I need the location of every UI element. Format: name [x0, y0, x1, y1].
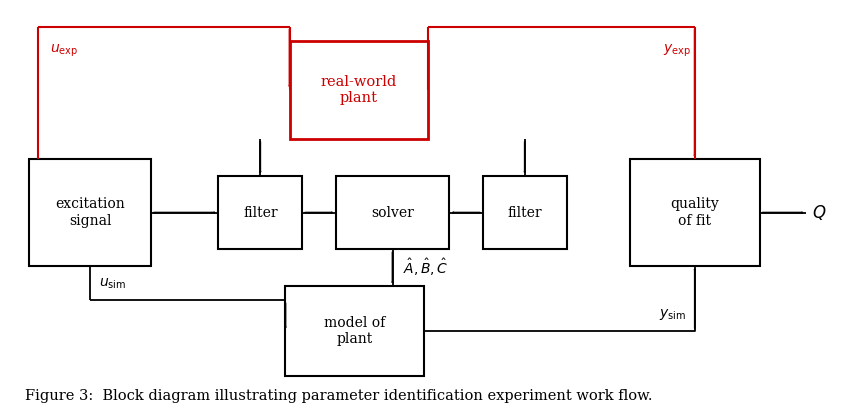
Text: $Q$: $Q$ — [812, 203, 826, 222]
Text: $u_{\mathrm{exp}}$: $u_{\mathrm{exp}}$ — [50, 43, 79, 59]
Text: real-world
plant: real-world plant — [321, 75, 397, 105]
Text: $y_{\mathrm{exp}}$: $y_{\mathrm{exp}}$ — [662, 43, 690, 59]
Text: $\hat{A}, \hat{B}, \hat{C}$: $\hat{A}, \hat{B}, \hat{C}$ — [403, 257, 449, 279]
Text: $y_{\mathrm{sim}}$: $y_{\mathrm{sim}}$ — [660, 307, 686, 322]
Text: model of
plant: model of plant — [324, 316, 385, 346]
Text: filter: filter — [243, 206, 277, 220]
FancyBboxPatch shape — [483, 176, 566, 249]
FancyBboxPatch shape — [630, 159, 760, 266]
FancyBboxPatch shape — [286, 286, 424, 376]
FancyBboxPatch shape — [336, 176, 449, 249]
FancyBboxPatch shape — [290, 41, 428, 139]
Text: $u_{\mathrm{sim}}$: $u_{\mathrm{sim}}$ — [98, 277, 126, 291]
Text: solver: solver — [371, 206, 414, 220]
Text: filter: filter — [507, 206, 542, 220]
Text: quality
of fit: quality of fit — [671, 198, 719, 228]
FancyBboxPatch shape — [218, 176, 302, 249]
Text: excitation
signal: excitation signal — [55, 198, 126, 228]
FancyBboxPatch shape — [30, 159, 151, 266]
Text: Figure 3:  Block diagram illustrating parameter identification experiment work f: Figure 3: Block diagram illustrating par… — [25, 389, 653, 403]
